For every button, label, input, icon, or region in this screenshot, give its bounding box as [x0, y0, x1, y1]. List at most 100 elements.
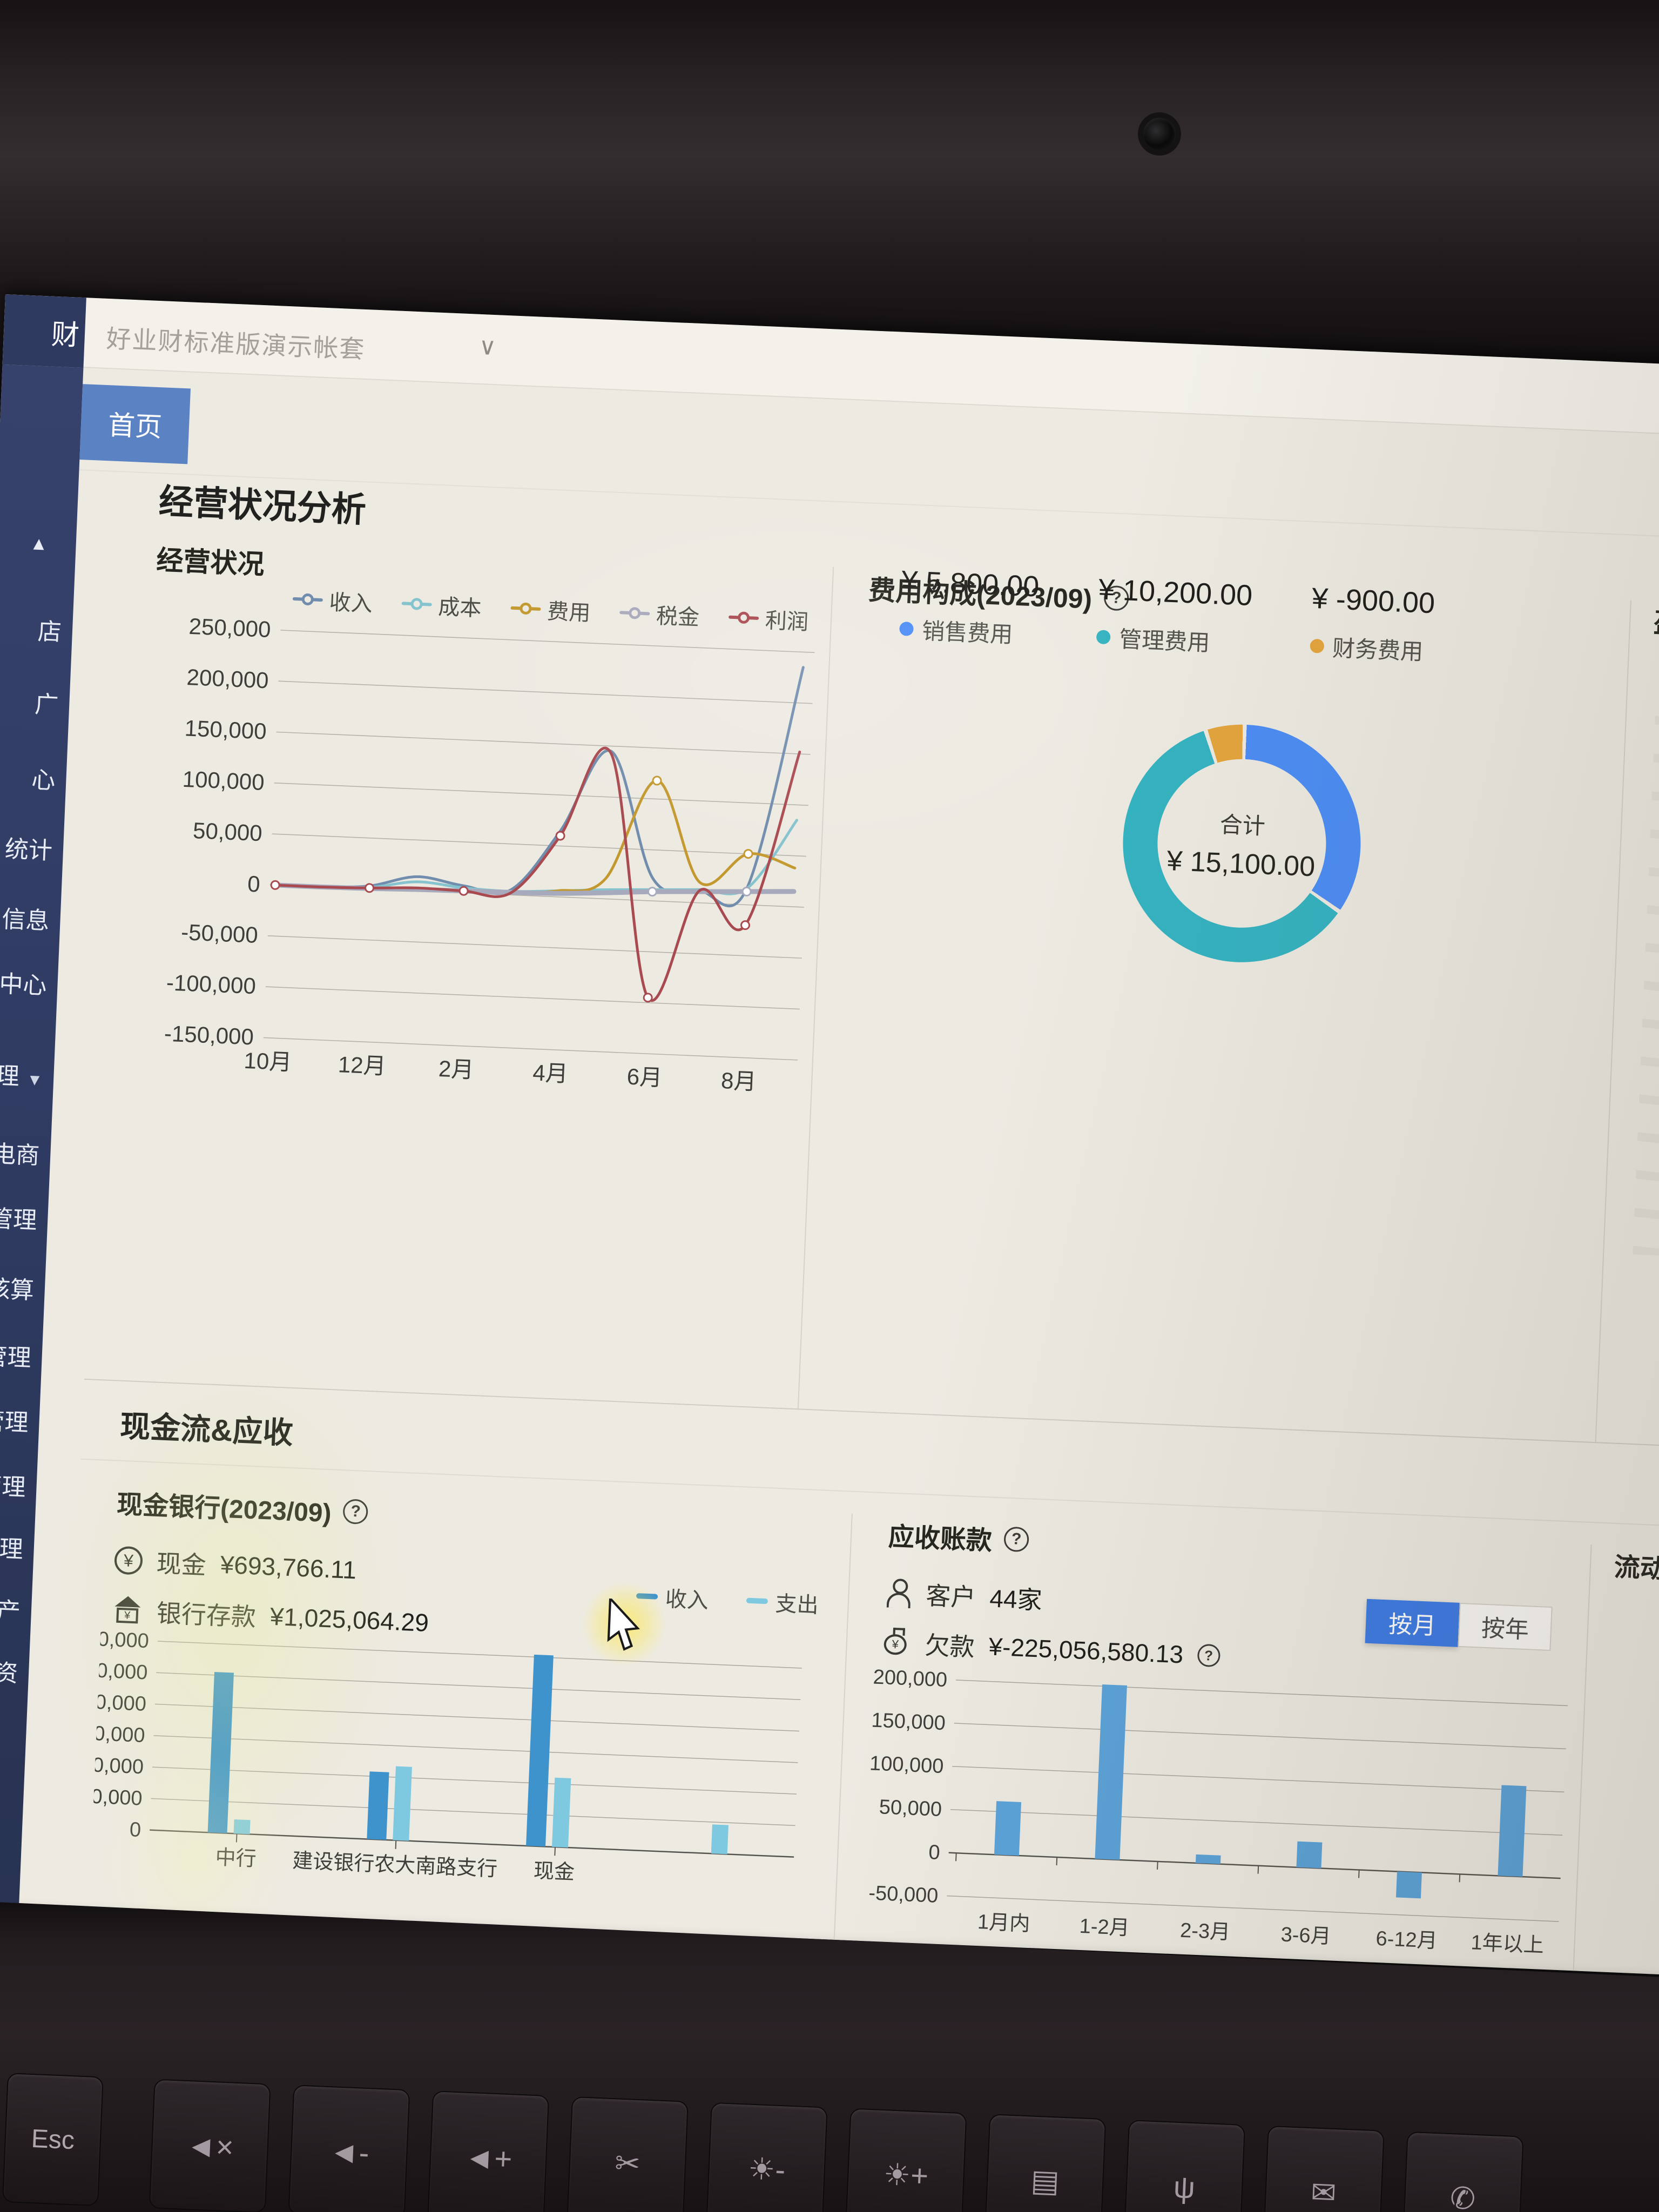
screen: 财 好业财标准版演示帐套 ∨ ▲ 店广心统计信息中心管理 ▼ 电商管理核算金管理账管理…	[0, 294, 1659, 1978]
svg-text:2月: 2月	[438, 1056, 474, 1083]
svg-text:6月: 6月	[626, 1064, 663, 1091]
svg-text:200,000: 200,000	[873, 1666, 948, 1692]
legend-dash	[636, 1593, 658, 1600]
svg-text:-100,000: -100,000	[166, 969, 257, 999]
svg-text:50,000: 50,000	[192, 818, 262, 846]
stat-sub: 管理费用	[1096, 620, 1251, 659]
svg-text:8月: 8月	[720, 1068, 757, 1095]
brightness-up-key[interactable]: ☀+	[845, 2108, 967, 2212]
legend-marker	[401, 597, 432, 610]
sidebar-item-1[interactable]: 店	[37, 618, 62, 646]
sidebar-item-3[interactable]: 心	[31, 766, 56, 794]
stat-dot	[1096, 629, 1111, 644]
legend-marker	[729, 611, 759, 624]
sidebar-item-8[interactable]: 电商	[0, 1141, 41, 1170]
svg-text:150,000: 150,000	[184, 715, 267, 744]
customer-count: 44家	[989, 1584, 1043, 1615]
sidebar-item-11[interactable]: 金管理	[0, 1342, 32, 1372]
cash-legend-item-收入[interactable]: 收入	[636, 1580, 709, 1615]
stat-value: ¥ -900.00	[1311, 582, 1436, 620]
donut-center: 合计 ¥ 15,100.00	[1154, 756, 1330, 932]
svg-text:50,000: 50,000	[879, 1796, 942, 1821]
stat-dot	[899, 621, 914, 636]
sidebar-item-16[interactable]: 工资	[0, 1658, 19, 1688]
cash-row: ¥ 现金 ¥693,766.11	[113, 1542, 358, 1588]
sidebar: ▲ 店广心统计信息中心管理 ▼ 电商管理核算金管理账管理票管理税务管理固定资产工资	[0, 364, 84, 1906]
divider	[84, 1378, 1659, 1451]
tab-home[interactable]: 首页	[79, 384, 191, 464]
caret-down-icon: ▼	[26, 1070, 43, 1090]
svg-text:200,000: 200,000	[186, 664, 269, 693]
sidebar-item-12[interactable]: 账管理	[0, 1407, 29, 1437]
sidebar-item-15[interactable]: 固定资产	[0, 1594, 21, 1626]
sidebar-item-7[interactable]: 管理 ▼	[0, 1061, 43, 1090]
donut-center-label: 合计	[1219, 811, 1266, 839]
legend-marker	[292, 593, 323, 606]
chevron-down-icon[interactable]: ∨	[478, 333, 497, 361]
esc-key[interactable]: Esc	[2, 2073, 104, 2207]
stat-label: 销售费用	[921, 618, 1014, 648]
receivables-panel-title: 应收账款 ?	[888, 1515, 1030, 1559]
svg-text:1-2月: 1-2月	[1079, 1915, 1130, 1940]
webcam	[1143, 118, 1176, 150]
toggle-按年[interactable]: 按年	[1458, 1602, 1553, 1651]
svg-text:100,000: 100,000	[869, 1752, 944, 1778]
svg-text:中行: 中行	[215, 1846, 257, 1871]
sidebar-item-10[interactable]: 核算	[0, 1276, 35, 1304]
sidebar-item-13[interactable]: 票管理	[0, 1472, 26, 1501]
cash-legend-item-支出[interactable]: 支出	[746, 1585, 819, 1620]
bank-deposit-icon: ¥	[112, 1595, 143, 1624]
yen-circle-icon: ¥	[113, 1546, 144, 1575]
dashboard-ui: 财 好业财标准版演示帐套 ∨ ▲ 店广心统计信息中心管理 ▼ 电商管理核算金管理账管理…	[0, 294, 1659, 1978]
sidebar-item-6[interactable]: 中心	[0, 970, 48, 1000]
sidebar-item-4[interactable]: 统计	[4, 835, 53, 865]
svg-text:6-12月: 6-12月	[1375, 1927, 1438, 1953]
legend-marker	[619, 606, 650, 619]
brightness-down-key[interactable]: ☀-	[705, 2102, 828, 2212]
wireless-key[interactable]: ψ	[1123, 2120, 1245, 2212]
divider	[1595, 600, 1631, 1442]
page-title: 经营状况分析	[158, 482, 367, 530]
svg-text:800,000: 800,000	[90, 1690, 147, 1716]
cash-chart-legend: 收入 支出	[636, 1580, 819, 1619]
toggle-按月[interactable]: 按月	[1365, 1599, 1460, 1647]
svg-text:600,000: 600,000	[90, 1721, 146, 1747]
expense-donut-chart: 合计 ¥ 15,100.00	[1118, 719, 1366, 967]
help-icon[interactable]: ?	[1003, 1526, 1030, 1553]
sidebar-item-5[interactable]: 信息	[1, 906, 50, 935]
money-bag-icon: ¥	[883, 1627, 912, 1657]
sidebar-item-14[interactable]: 税务管理	[0, 1533, 24, 1563]
sidebar-collapse-icon[interactable]: ▲	[29, 533, 49, 555]
chat-key[interactable]: ✉	[1262, 2125, 1385, 2212]
svg-text:1月内: 1月内	[977, 1911, 1030, 1936]
mic-mute-key[interactable]: ✂	[567, 2096, 689, 2212]
help-icon[interactable]: ?	[342, 1499, 369, 1525]
svg-text:现金: 现金	[533, 1860, 575, 1884]
cash-bank-bar-chart: 0 200,000 400,000 600,000 800,000 1,000,000 1,…	[90, 1626, 802, 1884]
stat-label: 管理费用	[1118, 626, 1211, 656]
display-switch-key[interactable]: ▤	[984, 2114, 1107, 2212]
volume-up-key[interactable]: ◄+	[427, 2090, 550, 2212]
phone-key[interactable]: ✆	[1401, 2131, 1524, 2212]
stat-value: ¥ 5,800.00	[900, 564, 1040, 603]
sidebar-item-9[interactable]: 管理	[0, 1205, 38, 1234]
app-logo: 财	[2, 294, 86, 368]
svg-text:0: 0	[129, 1818, 141, 1842]
volume-down-key[interactable]: ◄-	[288, 2085, 410, 2212]
svg-text:2-3月: 2-3月	[1179, 1919, 1231, 1944]
legend-dash	[746, 1597, 768, 1604]
cash-bank-title-text: 现金银行(2023/09)	[116, 1490, 332, 1528]
stat-value: ¥ 10,200.00	[1097, 573, 1253, 612]
svg-text:0: 0	[247, 871, 260, 897]
mute-key[interactable]: ◄×	[149, 2079, 271, 2212]
svg-text:-50,000: -50,000	[868, 1882, 939, 1907]
help-icon[interactable]: ?	[1197, 1643, 1220, 1668]
svg-text:1年以上: 1年以上	[1471, 1931, 1545, 1957]
sidebar-item-2[interactable]: 广	[34, 691, 59, 719]
svg-text:建设银行农大南路支行: 建设银行农大南路支行	[292, 1850, 498, 1881]
account-set-tab[interactable]: 好业财标准版演示帐套	[105, 324, 366, 363]
stat-dot	[1309, 638, 1324, 653]
profitability-panel-title: 盈利指	[1653, 608, 1659, 642]
cash-value: ¥693,766.11	[219, 1550, 358, 1584]
